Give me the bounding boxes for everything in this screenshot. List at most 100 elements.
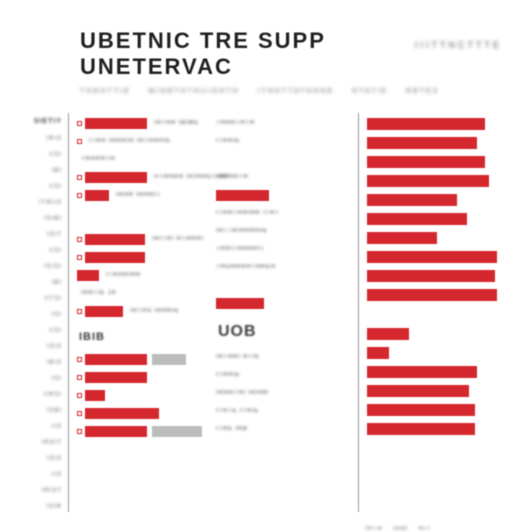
bar-secondary	[152, 354, 186, 365]
axis-label: IISI	[8, 151, 68, 160]
data-row: ITRHRIHR	[77, 269, 208, 281]
title-row: UBETNIC TRE SUPP UNETERVAC IIITTNCTTTE	[80, 28, 502, 80]
bar-row	[367, 212, 498, 225]
data-row: ITRRIE	[216, 135, 358, 147]
bar-row	[367, 327, 498, 340]
bar	[85, 252, 145, 263]
row-label: IIRINRTH	[216, 174, 248, 181]
data-row: IRITRI RTHRRI	[77, 233, 208, 245]
axis-label: ISIR	[8, 503, 68, 512]
bar	[367, 270, 495, 282]
row-label: ITRRTHRIHR ITRT	[216, 210, 279, 217]
bar-row	[367, 403, 498, 416]
axis-label: IBIS	[8, 359, 68, 368]
marker-icon	[77, 139, 82, 144]
data-row	[77, 389, 208, 401]
column-3: IRTR IRBI RIT	[358, 113, 498, 512]
data-row	[77, 371, 208, 383]
bar-row	[367, 269, 498, 282]
axis-header: SIETIY	[8, 117, 68, 126]
marker-icon	[77, 121, 82, 126]
bar-row	[367, 155, 498, 168]
column-1: IRTHR IBIMEITRH IHRRIH IRTHRHIETRARHTHII…	[68, 113, 208, 512]
data-row: ITHTE ITRIE	[216, 405, 358, 417]
axis-label: IRIST	[8, 487, 68, 496]
row-label: ITRRIE	[216, 138, 240, 145]
bar-row	[367, 117, 498, 130]
data-row: IRRTIE 16	[77, 287, 208, 299]
bar	[367, 194, 457, 206]
data-row: THHRTHTR	[216, 117, 358, 129]
row-label: IRHRTHI IRIHR	[216, 390, 269, 397]
bar-row	[367, 288, 498, 301]
data-row: IRTHR IBIME	[77, 117, 208, 129]
axis-label: IIRSI	[8, 391, 68, 400]
data-row: TRARHTH	[77, 153, 208, 165]
page-title: UBETNIC TRE SUPP UNETERVAC	[80, 28, 401, 80]
data-row: IRTTRIHRRHIE	[216, 225, 358, 237]
marker-icon	[77, 411, 82, 416]
axis-label: IISI	[8, 183, 68, 192]
axis-label: IISI	[8, 327, 68, 336]
marker-icon	[77, 309, 82, 314]
bar-row	[367, 193, 498, 206]
row-label: IRHR IRHRIT	[116, 192, 161, 199]
bar	[367, 404, 475, 416]
axis-label: ISI	[8, 311, 68, 320]
section-label-uob: UOB	[218, 323, 358, 341]
bar	[367, 385, 469, 397]
nav-item: THRHTTIE	[80, 88, 131, 95]
bar	[367, 366, 477, 378]
bar-row	[367, 384, 498, 397]
bar	[85, 234, 145, 245]
axis-label: IITSI	[8, 295, 68, 304]
nav-item: MINBTHTHUIOHTH	[149, 88, 240, 95]
data-row: THUHRRHTHREH	[216, 261, 358, 273]
marker-icon	[77, 357, 82, 362]
bar	[85, 172, 147, 183]
bar	[367, 347, 389, 359]
row-label: TRARHTH	[81, 156, 115, 163]
axis-label: ISBI	[8, 407, 68, 416]
row-label: IRTTRIHRRHIE	[216, 228, 268, 235]
section-label: IBIB	[79, 331, 208, 343]
bar	[367, 213, 467, 225]
row-label: TRRITHRHRIT	[216, 246, 265, 253]
bar	[85, 372, 147, 383]
marker-icon	[77, 393, 82, 398]
axis-label: ISI	[8, 375, 68, 384]
marker-icon	[77, 175, 82, 180]
axis-label: ISIS	[8, 455, 68, 464]
column-2: THHRTHTR ITRRIE IIRINRTH ITRRTHRIHR ITRT IRT…	[208, 113, 358, 512]
data-row: ITRRIE	[216, 369, 358, 381]
row-label: IRRTIE 16	[81, 290, 116, 297]
bar	[367, 232, 437, 244]
title-sub: IIITTNCTTTE	[415, 40, 502, 50]
marker-icon	[77, 429, 82, 434]
bar	[85, 118, 147, 129]
bar	[367, 118, 485, 130]
marker-icon	[77, 375, 82, 380]
row-label: IRTHS IRHRIE	[130, 308, 180, 315]
row-label: IRTHRI RTIE	[216, 354, 260, 361]
bar-row	[367, 250, 498, 263]
axis-label: ITRIIS	[8, 199, 68, 208]
row-label: THHRTHTR	[216, 120, 255, 127]
bar	[85, 306, 123, 317]
bar	[85, 354, 147, 365]
bar	[367, 423, 475, 435]
marker-icon	[77, 237, 82, 242]
row-label: ITRRIE	[216, 372, 240, 379]
nav-item: RBTES	[406, 88, 439, 95]
bar	[77, 270, 99, 281]
data-row: IRTHRI RTIE	[216, 351, 358, 363]
data-row: ITRH IHRRIH IRTHRHIE	[77, 135, 208, 147]
bar	[367, 251, 497, 263]
main-grid: SIETIY IRISIISIIBIIISIITRIISISIBIISITIIS…	[8, 113, 502, 512]
legend: IRTR IRBI RIT	[365, 526, 431, 532]
row-label: ITRH IHRRIH IRTHRHIE	[89, 138, 171, 145]
nav-item: ITHHTTATHHNE	[258, 88, 335, 95]
axis-label: ISIS	[8, 343, 68, 352]
data-row: ITRRTHRIHR ITRT	[216, 207, 358, 219]
bar-row	[367, 231, 498, 244]
